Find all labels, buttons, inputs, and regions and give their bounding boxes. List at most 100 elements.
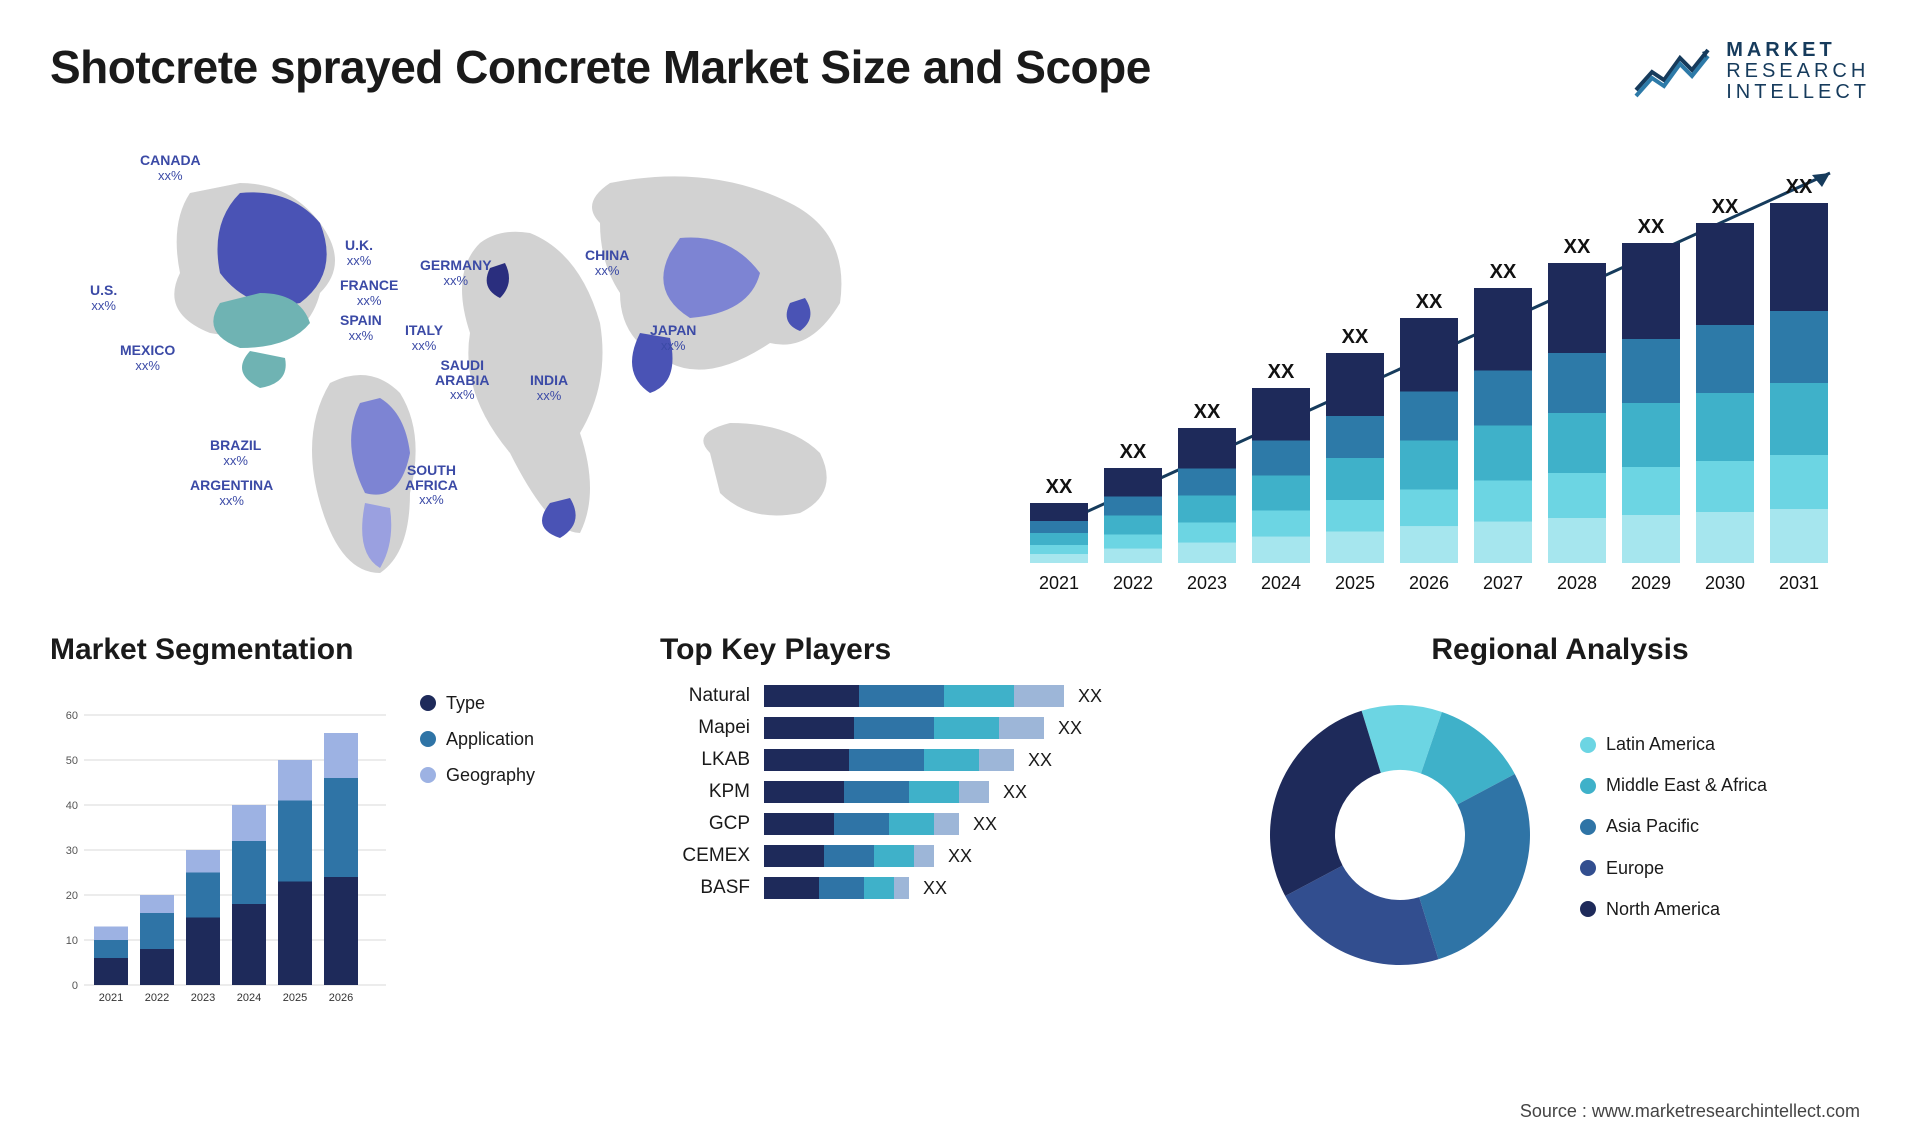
svg-text:XX: XX: [1564, 236, 1591, 258]
map-label: U.S.xx%: [90, 283, 117, 312]
map-label: U.K.xx%: [345, 238, 373, 267]
svg-text:XX: XX: [1342, 326, 1369, 348]
segmentation-panel: Market Segmentation 0 10 20 30 40 50 60 2021 202…: [50, 633, 630, 1005]
player-bar: [764, 781, 989, 803]
svg-text:2022: 2022: [145, 992, 169, 1004]
player-bar: [764, 845, 934, 867]
svg-text:XX: XX: [1120, 441, 1147, 463]
player-row: GCP XX: [660, 813, 1220, 835]
svg-text:2025: 2025: [1335, 573, 1375, 593]
world-map-panel: CANADAxx% U.S.xx% MEXICOxx% BRAZILxx% ARGENT…: [50, 133, 970, 613]
player-name: GCP: [660, 813, 750, 835]
map-label: SPAINxx%: [340, 313, 382, 342]
player-bar: [764, 717, 1044, 739]
player-value: XX: [948, 846, 972, 867]
logo-line2: RESEARCH: [1726, 61, 1870, 82]
player-row: Mapei XX: [660, 717, 1220, 739]
svg-text:2031: 2031: [1779, 573, 1819, 593]
svg-text:2021: 2021: [99, 992, 123, 1004]
svg-text:2028: 2028: [1557, 573, 1597, 593]
svg-text:20: 20: [66, 890, 78, 902]
svg-text:0: 0: [72, 980, 78, 992]
legend-label: Type: [446, 685, 485, 721]
player-value: XX: [1078, 686, 1102, 707]
svg-text:40: 40: [66, 800, 78, 812]
legend-label: Middle East & Africa: [1606, 773, 1767, 798]
regional-legend: Latin America Middle East & Africa Asia Pa…: [1580, 732, 1767, 938]
map-label: BRAZILxx%: [210, 438, 261, 467]
player-value: XX: [1028, 750, 1052, 771]
svg-text:2021: 2021: [1039, 573, 1079, 593]
svg-text:XX: XX: [1194, 401, 1221, 423]
svg-text:XX: XX: [1786, 176, 1813, 198]
player-bar: [764, 813, 959, 835]
player-row: BASF XX: [660, 877, 1220, 899]
map-label: SAUDIARABIAxx%: [435, 358, 489, 402]
legend-label: Asia Pacific: [1606, 814, 1699, 839]
brand-logo: MARKET RESEARCH INTELLECT: [1632, 40, 1870, 103]
player-bar: [764, 877, 909, 899]
svg-text:XX: XX: [1712, 196, 1739, 218]
map-label: CHINAxx%: [585, 248, 629, 277]
svg-text:30: 30: [66, 845, 78, 857]
player-row: CEMEXXX: [660, 845, 1220, 867]
svg-text:10: 10: [66, 935, 78, 947]
player-value: XX: [973, 814, 997, 835]
regional-title: Regional Analysis: [1250, 633, 1870, 667]
svg-text:2024: 2024: [1261, 573, 1301, 593]
player-value: XX: [923, 878, 947, 899]
legend-item: Middle East & Africa: [1580, 773, 1767, 798]
svg-text:XX: XX: [1638, 216, 1665, 238]
map-label: MEXICOxx%: [120, 343, 175, 372]
map-label: INDIAxx%: [530, 373, 568, 402]
svg-text:XX: XX: [1416, 291, 1443, 313]
player-name: BASF: [660, 877, 750, 899]
world-map: [50, 133, 970, 613]
player-name: Mapei: [660, 717, 750, 739]
map-label: JAPANxx%: [650, 323, 696, 352]
legend-item: Latin America: [1580, 732, 1767, 757]
legend-item: Asia Pacific: [1580, 814, 1767, 839]
player-bar: [764, 749, 1014, 771]
player-value: XX: [1058, 718, 1082, 739]
svg-text:2025: 2025: [283, 992, 307, 1004]
logo-line3: INTELLECT: [1726, 82, 1870, 103]
svg-text:2026: 2026: [1409, 573, 1449, 593]
svg-text:2027: 2027: [1483, 573, 1523, 593]
top-players-title: Top Key Players: [660, 633, 1220, 667]
legend-item: Geography: [420, 757, 535, 793]
player-row: KPMXX: [660, 781, 1220, 803]
svg-text:XX: XX: [1490, 261, 1517, 283]
svg-text:2022: 2022: [1113, 573, 1153, 593]
player-name: LKAB: [660, 749, 750, 771]
logo-icon: [1632, 42, 1712, 102]
map-label: CANADAxx%: [140, 153, 201, 182]
player-row: Natural XX: [660, 685, 1220, 707]
segmentation-title: Market Segmentation: [50, 633, 630, 667]
legend-label: North America: [1606, 897, 1720, 922]
legend-item: Application: [420, 721, 535, 757]
player-name: KPM: [660, 781, 750, 803]
regional-panel: Regional Analysis Latin America Middle Ea…: [1250, 633, 1870, 1005]
svg-text:60: 60: [66, 710, 78, 722]
source-label: Source : www.marketresearchintellect.com: [1520, 1101, 1860, 1122]
legend-label: Latin America: [1606, 732, 1715, 757]
map-label: FRANCExx%: [340, 278, 398, 307]
top-players-panel: Top Key Players Natural XX Mapei XX LKAB XX KP…: [660, 633, 1220, 1005]
player-name: Natural: [660, 685, 750, 707]
map-label: ITALYxx%: [405, 323, 443, 352]
legend-label: Europe: [1606, 856, 1664, 881]
legend-item: Europe: [1580, 856, 1767, 881]
svg-text:2026: 2026: [329, 992, 353, 1004]
growth-chart: XX2021XX2022XX2023XX2024XX2025XX2026XX20…: [1010, 133, 1870, 613]
svg-text:2030: 2030: [1705, 573, 1745, 593]
svg-text:XX: XX: [1046, 476, 1073, 498]
map-label: ARGENTINAxx%: [190, 478, 273, 507]
page-title: Shotcrete sprayed Concrete Market Size a…: [50, 40, 1151, 94]
svg-text:50: 50: [66, 755, 78, 767]
svg-text:XX: XX: [1268, 361, 1295, 383]
legend-label: Geography: [446, 757, 535, 793]
svg-text:2029: 2029: [1631, 573, 1671, 593]
map-label: GERMANYxx%: [420, 258, 492, 287]
legend-label: Application: [446, 721, 534, 757]
